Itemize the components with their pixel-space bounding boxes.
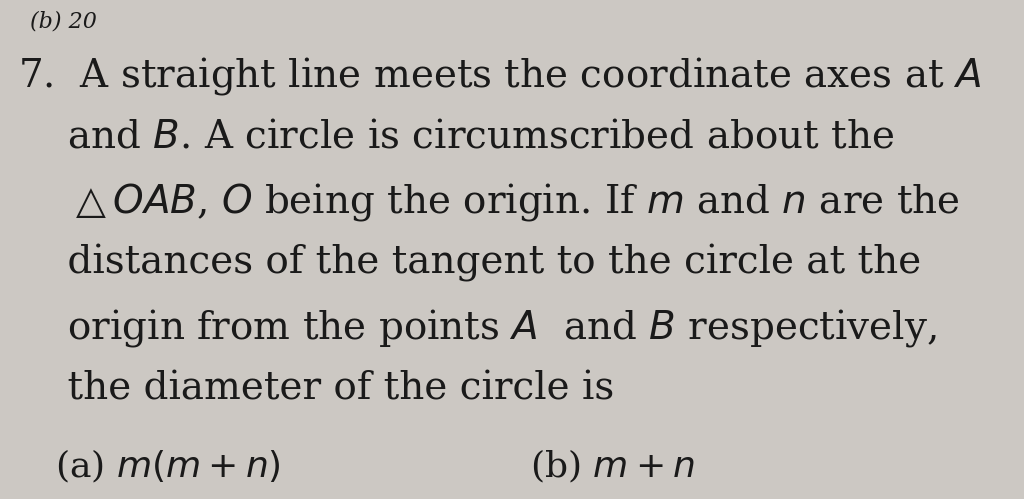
Text: (b) $m + n$: (b) $m + n$ [530,448,694,485]
Text: distances of the tangent to the circle at the: distances of the tangent to the circle a… [18,244,922,282]
Text: (a) $m(m + n)$: (a) $m(m + n)$ [55,448,281,485]
Text: 7.  A straight line meets the coordinate axes at $A$: 7. A straight line meets the coordinate … [18,55,981,97]
Text: origin from the points $A$  and $B$ respectively,: origin from the points $A$ and $B$ respe… [18,307,937,349]
Text: $\triangle OAB$, $O$ being the origin. If $m$ and $n$ are the: $\triangle OAB$, $O$ being the origin. I… [18,181,959,223]
Text: the diameter of the circle is: the diameter of the circle is [18,370,614,407]
Text: (b) 20: (b) 20 [30,10,97,32]
Text: and $B$. A circle is circumscribed about the: and $B$. A circle is circumscribed about… [18,118,894,155]
